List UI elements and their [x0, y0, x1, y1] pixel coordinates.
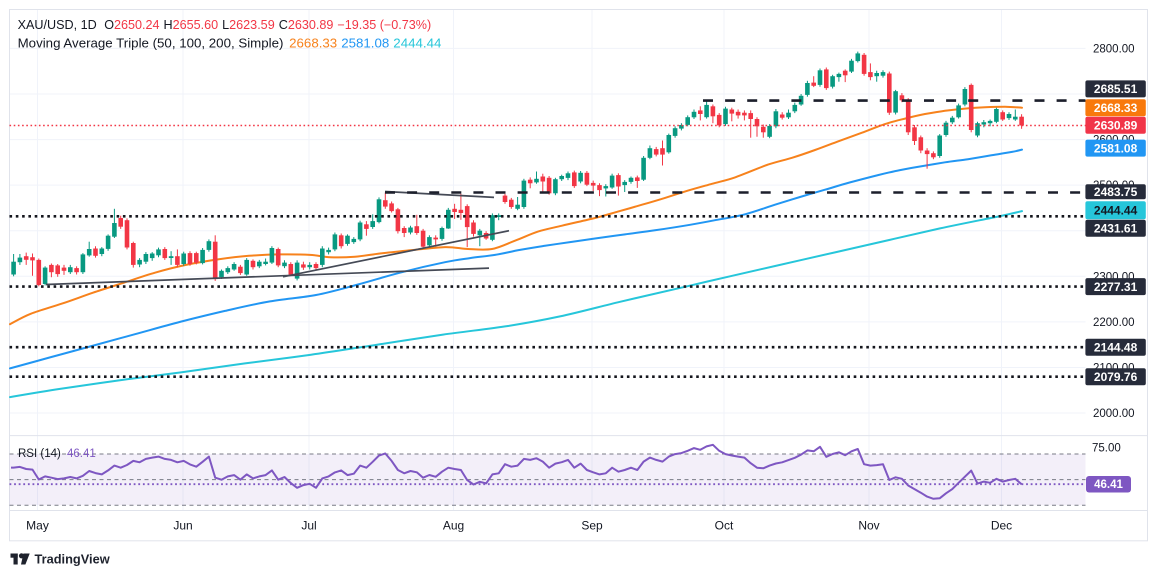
svg-text:Jul: Jul — [301, 519, 316, 533]
svg-text:Aug: Aug — [443, 519, 464, 533]
svg-text:2630.89: 2630.89 — [1094, 119, 1138, 133]
svg-text:2483.75: 2483.75 — [1094, 185, 1138, 199]
svg-text:Moving Average Triple (50, 100: Moving Average Triple (50, 100, 200, Sim… — [18, 36, 442, 51]
svg-text:2800.00: 2800.00 — [1093, 43, 1135, 55]
svg-text:46.41: 46.41 — [1094, 479, 1123, 491]
svg-text:2685.51: 2685.51 — [1094, 82, 1138, 96]
svg-text:Nov: Nov — [858, 519, 879, 533]
svg-text:TradingView: TradingView — [35, 552, 110, 567]
svg-text:2000.00: 2000.00 — [1093, 408, 1135, 420]
svg-text:2079.76: 2079.76 — [1094, 370, 1138, 384]
svg-text:May: May — [26, 519, 49, 533]
svg-text:RSI (14) 46.41: RSI (14) 46.41 — [18, 448, 96, 460]
svg-text:75.00: 75.00 — [1092, 443, 1121, 455]
svg-text:2581.08: 2581.08 — [1094, 141, 1138, 155]
svg-text:2200.00: 2200.00 — [1093, 317, 1135, 329]
svg-text:2431.61: 2431.61 — [1094, 222, 1138, 236]
svg-text:2668.33: 2668.33 — [1094, 101, 1138, 115]
svg-text:Jun: Jun — [173, 519, 192, 533]
svg-text:Oct: Oct — [715, 519, 734, 533]
svg-text:Sep: Sep — [581, 519, 603, 533]
svg-text:2277.31: 2277.31 — [1094, 280, 1138, 294]
svg-text:2444.44: 2444.44 — [1094, 204, 1138, 218]
svg-text:2144.48: 2144.48 — [1094, 340, 1138, 354]
svg-text:Dec: Dec — [991, 519, 1012, 533]
